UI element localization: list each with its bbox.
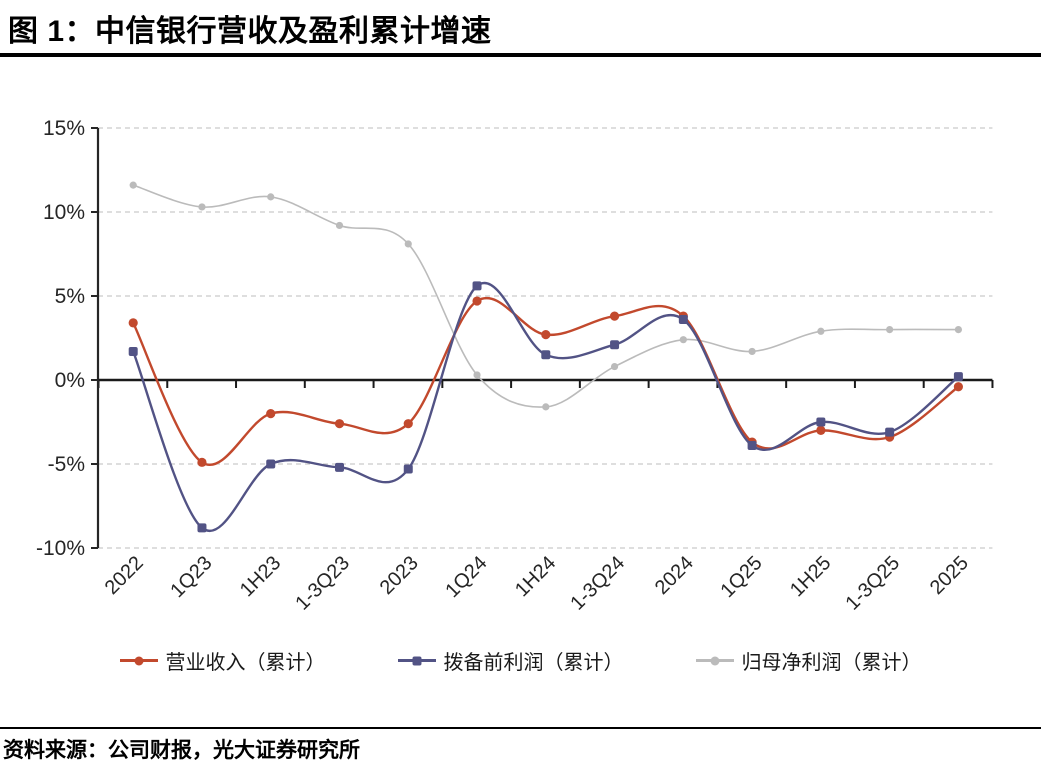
revenue-line-marker-icon: [119, 656, 158, 665]
figure-title: 图 1：中信银行营收及盈利累计增速: [8, 15, 492, 48]
legend-item-netprofit: 归母净利润（累计）: [695, 646, 922, 675]
svg-text:1Q25: 1Q25: [716, 552, 766, 602]
legend-item-revenue: 营业收入（累计）: [119, 646, 326, 675]
source-divider: [0, 727, 1041, 729]
svg-text:-5%: -5%: [48, 453, 85, 476]
svg-text:0%: 0%: [55, 369, 85, 392]
chart-legend: 营业收入（累计） 拨备前利润（累计） 归母净利润（累计）: [0, 646, 1041, 675]
netprofit-line-marker-icon: [695, 656, 734, 665]
svg-text:2022: 2022: [101, 552, 148, 599]
svg-text:1-3Q25: 1-3Q25: [841, 552, 904, 615]
svg-text:2023: 2023: [376, 552, 423, 599]
legend-label: 营业收入（累计）: [165, 652, 326, 674]
svg-text:10%: 10%: [43, 201, 85, 224]
svg-text:15%: 15%: [43, 117, 85, 140]
svg-text:1Q23: 1Q23: [166, 552, 216, 602]
svg-text:1-3Q24: 1-3Q24: [566, 552, 629, 615]
svg-text:-10%: -10%: [36, 537, 85, 560]
legend-label: 拨备前利润（累计）: [443, 652, 624, 674]
svg-text:5%: 5%: [55, 285, 85, 308]
svg-text:1H24: 1H24: [511, 552, 560, 601]
source-note: 资料来源：公司财报，光大证券研究所: [3, 739, 360, 762]
legend-label: 归母净利润（累计）: [741, 652, 922, 674]
svg-text:2024: 2024: [651, 552, 698, 599]
growth-line-chart: 15% 10% 5% 0% -5% -10% 2022 1Q23 1H23 1-3Q23 2023 1…: [36, 117, 994, 615]
ppop-line-marker-icon: [397, 656, 436, 665]
svg-text:2025: 2025: [926, 552, 973, 599]
svg-text:1H23: 1H23: [236, 552, 285, 601]
svg-text:1Q24: 1Q24: [441, 552, 491, 602]
title-divider: [0, 53, 1041, 57]
svg-text:1H25: 1H25: [786, 552, 835, 601]
svg-text:1-3Q23: 1-3Q23: [291, 552, 354, 615]
legend-item-ppop: 拨备前利润（累计）: [397, 646, 624, 675]
